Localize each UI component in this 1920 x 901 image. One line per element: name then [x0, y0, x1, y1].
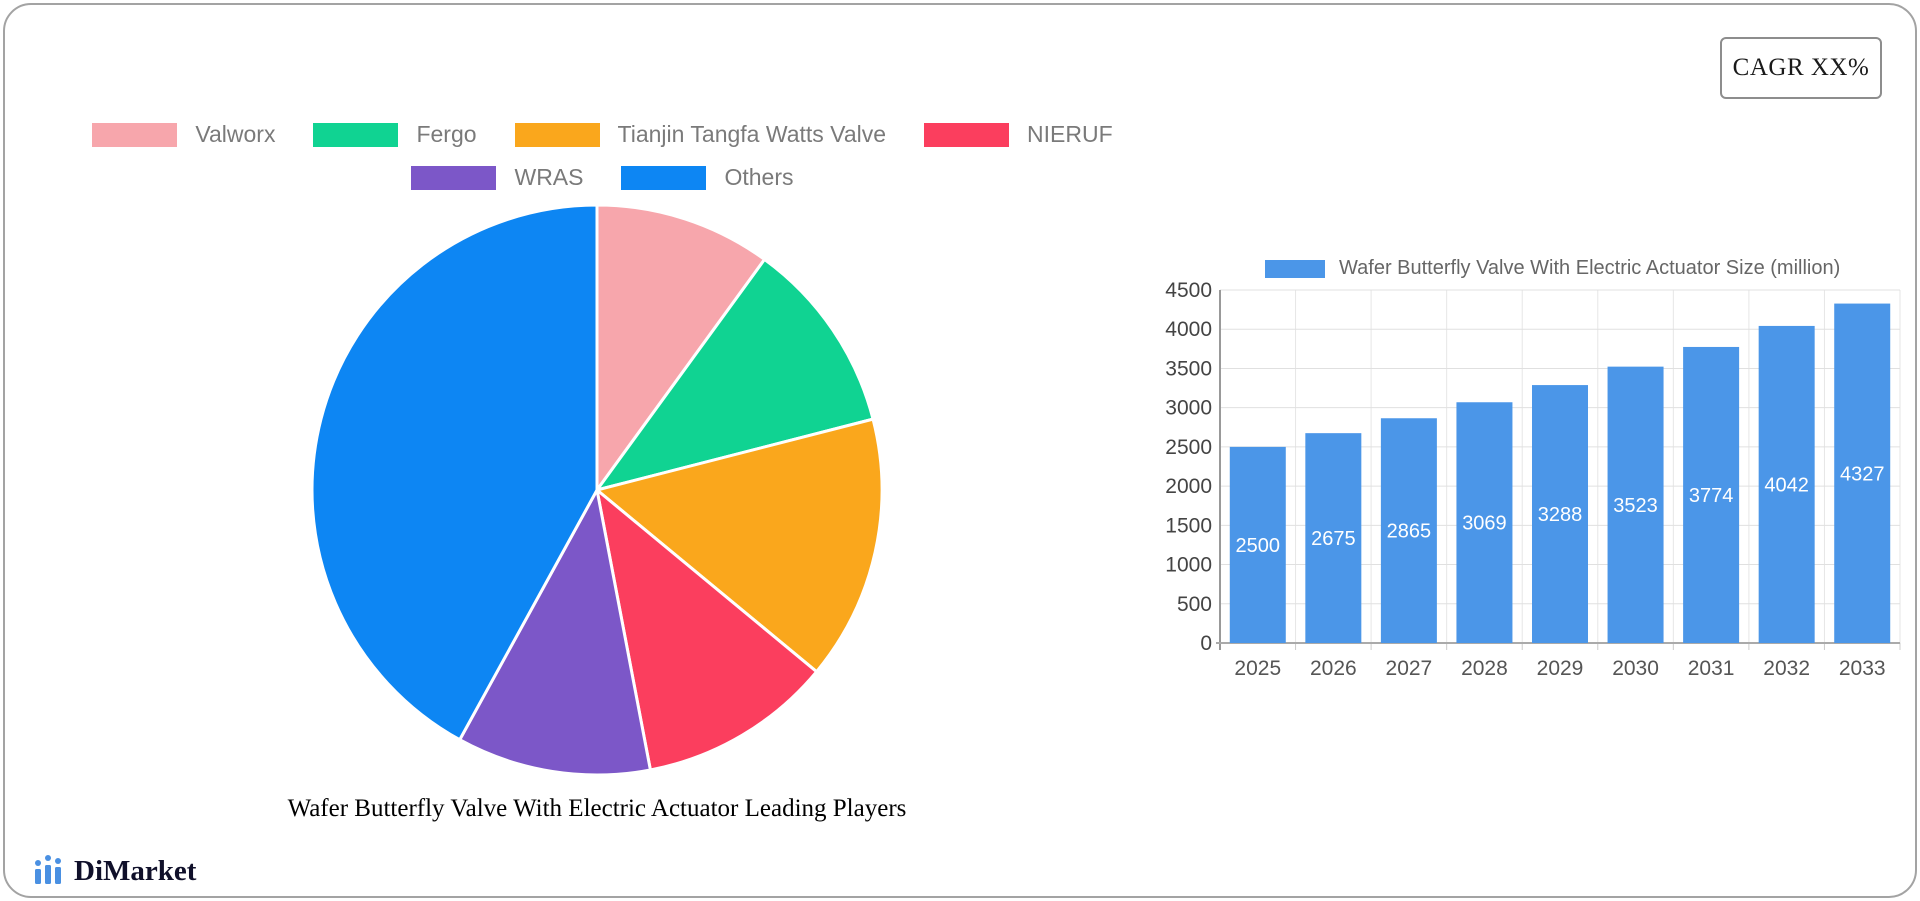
x-tick-label: 2030: [1612, 657, 1659, 680]
legend-swatch: [92, 122, 178, 147]
bar-value-label: 4042: [1764, 474, 1809, 496]
legend-swatch: [514, 122, 600, 147]
brand-logo: DiMarket: [31, 854, 196, 888]
bar-value-label: 2865: [1387, 521, 1432, 543]
legend-item-tianjin-tangfa-watts-valve: Tianjin Tangfa Watts Valve: [514, 121, 887, 148]
bar-value-label: 3774: [1689, 485, 1734, 507]
pie-legend-row-1: Valworx Fergo Tianjin Tangfa Watts Valve NI…: [45, 121, 1160, 148]
y-tick-label: 0: [1200, 632, 1212, 655]
bar-2033: [1834, 303, 1891, 643]
legend-item-valworx: Valworx: [92, 121, 275, 148]
legend-label: WRAS: [514, 164, 584, 190]
legend-swatch: [924, 122, 1010, 147]
bar-2030: [1607, 366, 1664, 643]
legend-label: Others: [724, 164, 794, 190]
pie-slice-nieruf: [595, 488, 819, 772]
y-tick-label: 500: [1177, 593, 1212, 616]
legend-label: Fergo: [416, 121, 477, 147]
bar-value-label: 2500: [1236, 535, 1281, 557]
pie-slice-wras: [458, 488, 652, 777]
bar-chart-legend: Wafer Butterfly Valve With Electric Actu…: [1265, 257, 1840, 280]
pie-legend-row-2: WRAS Others: [45, 164, 1160, 191]
bar-2028: [1456, 402, 1513, 643]
cagr-label: CAGR XX%: [1732, 54, 1870, 81]
x-tick-label: 2027: [1386, 657, 1433, 680]
legend-label: Valworx: [195, 121, 276, 147]
brand-name: DiMarket: [74, 854, 197, 887]
y-tick-label: 3000: [1165, 397, 1212, 420]
pie-chart: [310, 203, 884, 777]
bar-2026: [1305, 433, 1362, 643]
cagr-box: CAGR XX%: [1720, 37, 1882, 99]
report-card: CAGR XX% Valworx Fergo Tianjin Tangfa Watt…: [3, 3, 1917, 898]
y-tick-label: 1000: [1165, 554, 1212, 577]
pie-slice-valworx: [595, 203, 767, 492]
legend-swatch: [411, 165, 497, 190]
x-tick-label: 2032: [1763, 657, 1810, 680]
legend-label: NIERUF: [1027, 121, 1113, 147]
pie-slice-others: [310, 203, 599, 742]
x-tick-label: 2029: [1537, 657, 1584, 680]
y-tick-label: 4500: [1165, 279, 1212, 302]
bar-2031: [1683, 346, 1740, 643]
bar-chart: 0 500 1000 1500 2000 2500 3000 3500 4000 4500 2500…: [1165, 279, 1901, 680]
legend-label: Tianjin Tangfa Watts Valve: [617, 121, 887, 147]
pie-slice-fergo: [595, 257, 875, 492]
bar-2025: [1229, 446, 1286, 643]
bar-legend-label: Wafer Butterfly Valve With Electric Actu…: [1339, 257, 1841, 279]
bar-chart-section: Wafer Butterfly Valve With Electric Actu…: [1165, 245, 1915, 705]
x-tick-label: 2033: [1839, 657, 1886, 680]
legend-item-fergo: Fergo: [313, 121, 477, 148]
y-tick-label: 2500: [1165, 436, 1212, 459]
bar-2027: [1380, 418, 1437, 643]
bar-2029: [1532, 385, 1588, 643]
bar-value-label: 4327: [1840, 463, 1885, 485]
x-tick-label: 2028: [1461, 657, 1508, 680]
bar-value-label: 3288: [1538, 504, 1583, 526]
legend-swatch: [313, 122, 399, 147]
y-tick-label: 1500: [1165, 514, 1212, 537]
pie-chart-title: Wafer Butterfly Valve With Electric Actu…: [287, 795, 907, 822]
x-tick-label: 2031: [1688, 657, 1735, 680]
legend-item-nieruf: NIERUF: [924, 121, 1113, 148]
x-tick-label: 2025: [1234, 657, 1281, 680]
x-tick-label: 2026: [1310, 657, 1357, 680]
bar-value-label: 2675: [1311, 528, 1356, 550]
y-tick-label: 4000: [1165, 318, 1212, 341]
y-tick-label: 3500: [1165, 357, 1212, 380]
y-tick-label: 2000: [1165, 475, 1212, 498]
pie-slice-tianjin-tangfa-watts-valve: [595, 417, 884, 674]
legend-item-others: Others: [621, 164, 794, 191]
bar-2032: [1758, 325, 1815, 643]
legend-item-wras: WRAS: [411, 164, 583, 191]
bar-chart-icon: [35, 855, 61, 884]
bar-value-label: 3523: [1613, 495, 1658, 517]
legend-swatch: [621, 165, 707, 190]
bar-value-label: 3069: [1462, 513, 1507, 535]
bar-legend-swatch: [1265, 259, 1325, 278]
pie-legend: Valworx Fergo Tianjin Tangfa Watts Valve NI…: [45, 121, 1160, 191]
